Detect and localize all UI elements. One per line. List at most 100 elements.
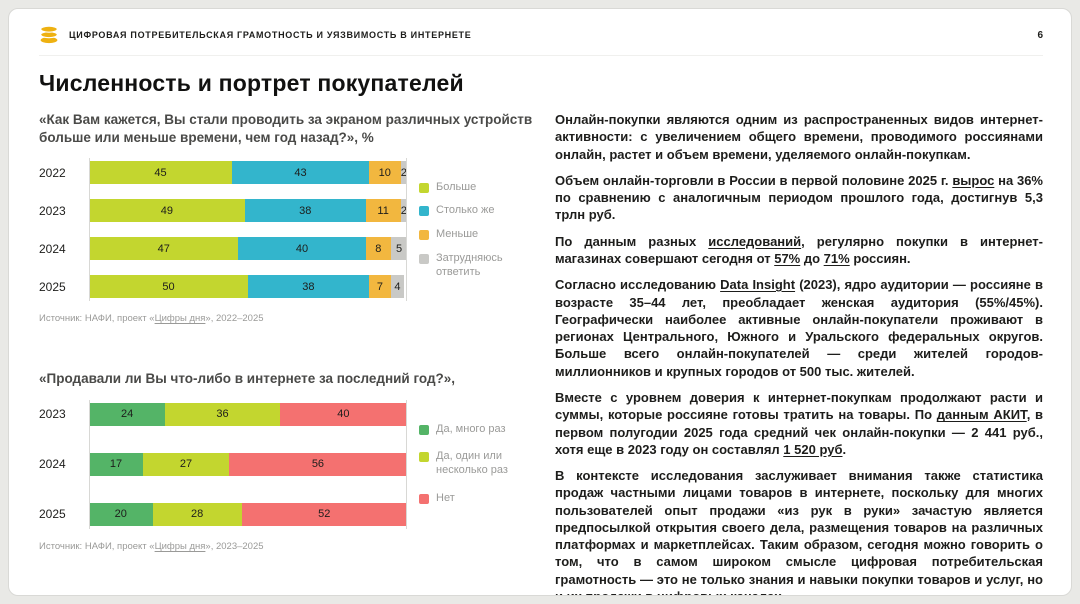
page-title: Численность и портрет покупателей — [39, 70, 464, 96]
legend-label: Да, один или несколько раз — [436, 450, 508, 477]
legend-item: Затрудняюсь ответить — [419, 252, 539, 280]
legend-swatch — [419, 253, 429, 264]
chart-row: 2024 17 27 56 — [39, 452, 407, 476]
stacked-bar: 17 27 56 — [89, 452, 407, 476]
bar-segment: 50 — [89, 275, 248, 299]
chart-row: 2023 24 36 40 — [39, 402, 407, 426]
legend-item: Да, один или несколько раз — [419, 450, 539, 478]
stacked-bar: 47 40 8 5 — [89, 237, 407, 261]
bar-segment: 52 — [241, 502, 407, 526]
bar-segment: 36 — [165, 402, 280, 426]
chart-title: «Как Вам кажется, Вы стали проводить за … — [39, 112, 533, 146]
category-label: 2023 — [39, 203, 66, 218]
legend-swatch — [419, 230, 429, 241]
chart-legend: Больше Столько же Меньше Затрудняюсь ответи… — [419, 181, 539, 280]
legend-label: Столько же — [436, 204, 495, 217]
bar-segment: 17 — [89, 452, 144, 476]
text-segment: Онлайн-покупки являются одним из распрос… — [555, 112, 1043, 162]
bar-segment: 2 — [400, 161, 407, 185]
body-paragraph: Объем онлайн-торговли в России в первой … — [555, 172, 1043, 224]
bar-segment: 10 — [368, 161, 401, 185]
text-segment: Объем онлайн-торговли в России в первой … — [555, 172, 953, 188]
text-segment: В контексте исследования заслуживает вни… — [555, 468, 1043, 595]
bar-segment: 8 — [365, 237, 392, 261]
body-paragraph: Согласно исследованию Data Insight (2023… — [555, 276, 1043, 380]
bar-segment: 40 — [279, 402, 407, 426]
legend-label: Затрудняюсь ответить — [436, 251, 503, 278]
legend-label: Больше — [436, 180, 477, 193]
bar-segment: 38 — [248, 275, 369, 299]
text-segment: до — [800, 250, 824, 266]
legend-swatch — [419, 424, 429, 435]
chart-plot-area: 2022 45 43 10 2 2023 49 38 11 2 2024 47 40 8 5 2025 50 38… — [39, 158, 407, 302]
inline-link[interactable]: Цифры дня — [154, 540, 206, 552]
body-paragraph: По данным разных исследований, регулярно… — [555, 233, 1043, 268]
text-segment: (2023), ядро аудитории — россияне в возр… — [555, 277, 1043, 379]
chart-body: 2022 45 43 10 2 2023 49 38 11 2 2024 47 40 8 5 2025 50 38… — [39, 158, 539, 302]
chart-screen-time: «Как Вам кажется, Вы стали проводить за … — [39, 111, 539, 324]
body-paragraph: Онлайн-покупки являются одним из распрос… — [555, 111, 1043, 163]
body-paragraph: В контексте исследования заслуживает вни… — [555, 467, 1043, 595]
inline-link[interactable]: Data Insight — [720, 277, 796, 293]
category-label: 2025 — [39, 279, 66, 294]
bar-segment: 49 — [89, 199, 245, 223]
text-segment: », 2022–2025 — [205, 313, 264, 325]
legend-item: Столько же — [419, 204, 539, 218]
bar-segment: 27 — [143, 452, 229, 476]
legend-swatch — [419, 182, 429, 193]
chart-plot-area: 2023 24 36 40 2024 17 27 56 2025 20 28 52 — [39, 399, 407, 529]
text-segment: Вместе с уровнем доверия к интернет-поку… — [555, 389, 1043, 423]
inline-link[interactable]: данным АКИТ — [936, 407, 1027, 423]
chart-title: «Продавали ли Вы что-либо в интернете за… — [39, 371, 456, 387]
coin-stack-icon — [39, 25, 59, 45]
chart-row: 2024 47 40 8 5 — [39, 237, 407, 261]
stacked-bar: 24 36 40 — [89, 402, 407, 426]
chart-row: 2022 45 43 10 2 — [39, 161, 407, 185]
body-paragraph: Вместе с уровнем доверия к интернет-поку… — [555, 389, 1043, 458]
text-segment: , регулярно покупки в интернет-магазинах… — [555, 233, 1043, 266]
chart-row: 2025 50 38 7 4 — [39, 275, 407, 299]
bar-segment: 28 — [152, 502, 242, 526]
charts-column: «Как Вам кажется, Вы стали проводить за … — [39, 111, 539, 552]
chart-online-selling: «Продавали ли Вы что-либо в интернете за… — [39, 370, 539, 551]
inline-link[interactable]: исследований — [708, 233, 802, 249]
inline-link[interactable]: Цифры дня — [154, 313, 206, 325]
legend-swatch — [419, 493, 429, 504]
inline-link[interactable]: 71% — [823, 250, 850, 266]
category-label: 2024 — [39, 241, 66, 256]
inline-link[interactable]: вырос — [952, 172, 995, 188]
report-header: ЦИФРОВАЯ ПОТРЕБИТЕЛЬСКАЯ ГРАМОТНОСТЬ И У… — [39, 25, 1043, 45]
text-segment: Согласно исследованию — [555, 277, 721, 293]
chart-body: 2023 24 36 40 2024 17 27 56 2025 20 28 52 Да, много… — [39, 399, 539, 529]
legend-item: Меньше — [419, 228, 539, 242]
chart-row: 2025 20 28 52 — [39, 502, 407, 526]
bar-segment: 5 — [391, 237, 407, 261]
category-label: 2024 — [39, 457, 66, 472]
article-column: Онлайн-покупки являются одним из распрос… — [555, 111, 1043, 595]
content-columns: «Как Вам кажется, Вы стали проводить за … — [39, 111, 1043, 595]
bar-segment: 2 — [400, 199, 407, 223]
bar-segment: 24 — [89, 402, 166, 426]
text-segment: Источник: НАФИ, проект « — [39, 313, 155, 325]
inline-link[interactable]: 57% — [774, 250, 801, 266]
text-segment: Источник: НАФИ, проект « — [39, 540, 155, 552]
category-label: 2022 — [39, 165, 66, 180]
text-segment: на 36% по сравнению с аналогичным период… — [555, 172, 1043, 223]
page-number: 6 — [1037, 29, 1043, 41]
legend-item: Больше — [419, 181, 539, 195]
bar-segment: 4 — [391, 275, 404, 299]
bar-segment: 43 — [232, 161, 369, 185]
bar-segment: 56 — [228, 452, 407, 476]
chart-row: 2023 49 38 11 2 — [39, 199, 407, 223]
text-segment: », 2023–2025 — [205, 540, 264, 552]
stacked-bar: 50 38 7 4 — [89, 275, 407, 299]
legend-label: Нет — [436, 491, 455, 504]
category-label: 2023 — [39, 407, 66, 422]
stacked-bar: 20 28 52 — [89, 502, 407, 526]
legend-label: Меньше — [436, 228, 479, 241]
legend-item: Нет — [419, 492, 539, 506]
inline-link[interactable]: 1 520 руб — [783, 441, 843, 457]
chart-source: Источник: НАФИ, проект «Цифры дня», 2023… — [39, 541, 539, 552]
legend-item: Да, много раз — [419, 423, 539, 437]
legend-label: Да, много раз — [436, 422, 506, 435]
